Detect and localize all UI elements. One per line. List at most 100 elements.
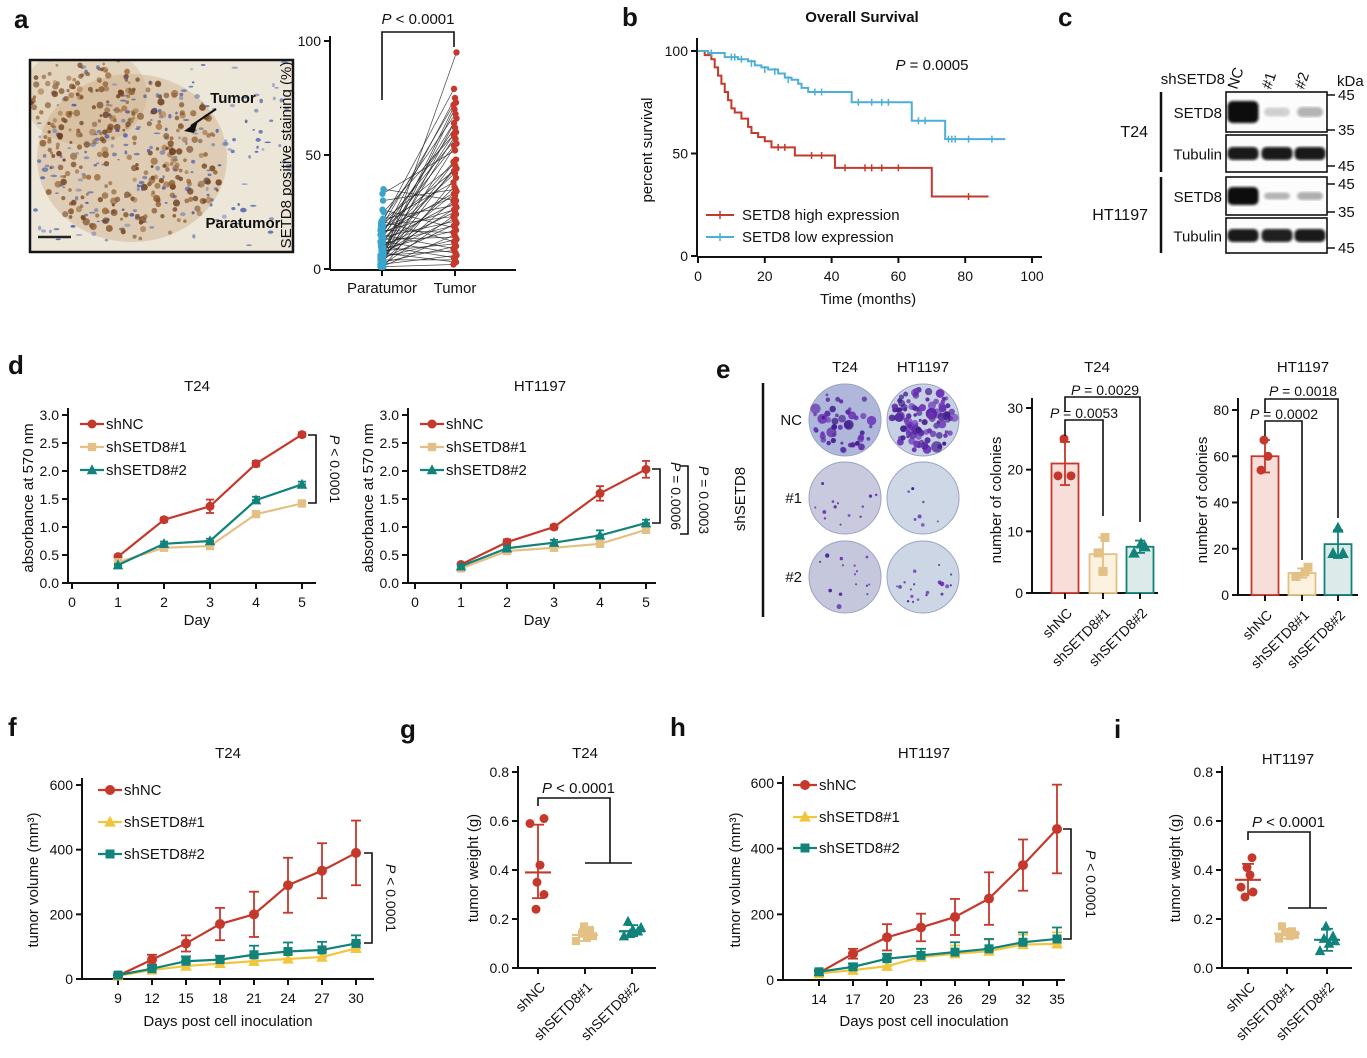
colony-dot [839, 556, 844, 561]
colony-dot [935, 432, 943, 439]
colony-dot [822, 510, 827, 514]
y-tick-label: 0.0 [40, 575, 60, 591]
data-point [1240, 892, 1250, 902]
colony-dot [859, 515, 862, 518]
colony-dot [819, 560, 822, 563]
y-tick-label: 400 [50, 842, 74, 858]
significance-bracket [1247, 831, 1327, 909]
colony-dot [892, 415, 897, 421]
colony-dot [841, 564, 845, 567]
legend-label: SETD8 high expression [742, 207, 900, 224]
p-value: P = 0.0018 [1269, 383, 1337, 399]
data-point [1259, 435, 1269, 445]
data-point [950, 911, 960, 922]
x-tick-label: 32 [1015, 991, 1031, 1007]
colony-dot [861, 505, 865, 508]
y-tick-label: 2.0 [380, 463, 400, 479]
y-tick-label: 0.0 [490, 960, 510, 976]
colony-dot [825, 397, 831, 402]
protein-band [1297, 107, 1323, 117]
km-curve-low [698, 50, 1006, 141]
y-tick-label: 80 [1213, 402, 1229, 418]
colony-dot [918, 404, 927, 412]
data-point [283, 880, 293, 891]
data-point [1314, 945, 1326, 956]
data-point [1018, 860, 1028, 871]
data-point [181, 956, 191, 966]
colony-dot [843, 419, 854, 430]
y-axis-title: absorbance at 570 nm [360, 423, 377, 572]
colony-column-title: T24 [832, 359, 858, 376]
x-tick-label: 40 [824, 268, 840, 284]
colony-dot [907, 423, 912, 429]
pair-line [381, 220, 455, 243]
series-line-shSETD8#2 [117, 942, 357, 977]
mw-label: 45 [1338, 240, 1355, 257]
data-point [1059, 434, 1069, 444]
colony-dot [840, 447, 847, 454]
paratumor-dot [379, 197, 387, 204]
colony-dot [838, 399, 844, 404]
colony-dot [831, 424, 838, 430]
colony-dot [903, 581, 906, 584]
colony-dot [813, 427, 818, 432]
pair-line [381, 88, 455, 224]
significance-bracket [1064, 419, 1104, 516]
data-point [455, 560, 467, 571]
panel-c: shSETD8 NC #1 #2 kDa T24 SETD8 45 35 Tubulin 45 HT1… [1092, 65, 1364, 257]
protein-label: SETD8 [1174, 105, 1222, 122]
y-tick-label: 0 [65, 971, 73, 987]
data-point [984, 944, 994, 954]
p-value: P = 0.0002 [1250, 406, 1318, 422]
pair-line [382, 236, 456, 240]
colony-dot [917, 444, 922, 449]
x-tick-label: 26 [947, 991, 963, 1007]
paratumor-dot [380, 186, 387, 193]
data-point [549, 543, 559, 552]
protein-band [1294, 229, 1326, 242]
legend-label: shSETD8#1 [124, 814, 205, 831]
panel-d-label: d [8, 350, 24, 380]
panel-e-colonies: T24 HT1197 NC #1 #2 shSETD8 [732, 359, 960, 617]
data-point [548, 536, 560, 547]
legend-marker [87, 419, 97, 429]
data-point [586, 926, 594, 935]
paratumor-dot [379, 206, 386, 213]
x-category-label: Paratumor [347, 280, 417, 297]
y-tick-label: 0.4 [1194, 862, 1214, 878]
x-tick-label: 3 [550, 594, 558, 610]
km-curve-high [698, 50, 989, 198]
x-tick-label: 80 [957, 268, 973, 284]
chart-title: T24 [215, 745, 241, 762]
colony-dot [927, 411, 935, 420]
colony-dot [831, 417, 839, 425]
data-point [249, 909, 259, 920]
panel-d-ht1197: HT1197 0.0 0.5 1.0 1.5 2.0 2.5 3.0 0 1 2 3 4 5 absorba… [360, 378, 712, 629]
data-point [1303, 562, 1313, 572]
pair-line [381, 234, 455, 268]
colony-dot [810, 403, 821, 414]
x-axis-title: Day [184, 612, 211, 629]
pair-line [381, 145, 455, 238]
colony-dot [866, 415, 877, 426]
significance-bracket [364, 852, 373, 944]
colony-dot [868, 494, 873, 498]
protein-label: Tubulin [1173, 147, 1222, 164]
y-axis-title: number of colonies [988, 437, 1005, 564]
x-tick-label: 24 [280, 990, 296, 1006]
legend-marker [426, 464, 438, 475]
x-tick-label: 35 [1049, 991, 1065, 1007]
colony-dot [947, 430, 953, 436]
data-point [1066, 471, 1076, 481]
colony-dot [845, 409, 851, 415]
colony-dot [853, 573, 857, 576]
panel-a-label: a [14, 4, 29, 34]
data-point [1332, 521, 1344, 533]
x-tick-label: 3 [206, 594, 214, 610]
data-point [1263, 451, 1273, 461]
protein-band [1261, 147, 1293, 160]
colony-dot [866, 437, 871, 441]
significance-bracket [1064, 396, 1141, 522]
y-axis-title: SETD8 positive staining (%) [278, 62, 295, 249]
x-tick-label: 2 [160, 594, 168, 610]
